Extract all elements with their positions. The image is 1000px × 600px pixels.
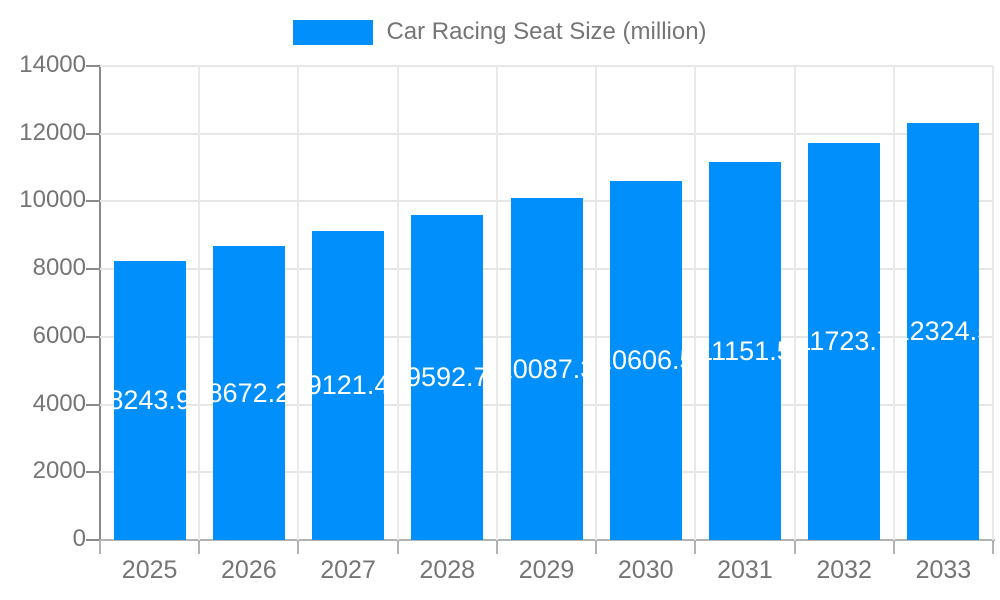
gridline-vertical bbox=[396, 66, 399, 540]
bar-value-label: 8672.2 bbox=[212, 377, 285, 408]
bar-value-label: 12324.5 bbox=[907, 315, 979, 346]
x-axis-tick bbox=[793, 540, 796, 554]
y-axis-tick bbox=[86, 65, 100, 67]
gridline-vertical bbox=[495, 66, 498, 540]
y-axis-label: 10000 bbox=[19, 186, 86, 214]
y-axis-label: 4000 bbox=[32, 389, 86, 417]
x-axis-label: 2029 bbox=[518, 556, 575, 584]
x-axis-label: 2025 bbox=[121, 556, 178, 584]
x-axis-label: 2031 bbox=[717, 556, 773, 584]
y-axis-tick bbox=[86, 200, 100, 203]
bar-2028[interactable]: 9592.7 bbox=[411, 215, 484, 540]
y-axis-tick bbox=[86, 335, 100, 338]
y-axis-tick bbox=[86, 403, 100, 406]
y-axis-tick bbox=[86, 539, 100, 541]
y-axis-label: 14000 bbox=[19, 50, 86, 78]
bar-value-label: 9592.7 bbox=[411, 362, 484, 393]
y-axis-label: 2000 bbox=[32, 457, 86, 485]
gridline-vertical bbox=[297, 66, 300, 540]
y-axis-label: 0 bbox=[72, 524, 86, 552]
gridline-vertical bbox=[595, 66, 598, 540]
x-axis-tick bbox=[992, 540, 994, 554]
bar-2029[interactable]: 10087.3 bbox=[510, 198, 583, 540]
gridline-horizontal bbox=[100, 65, 993, 67]
x-axis-label: 2033 bbox=[915, 556, 972, 584]
x-axis-tick bbox=[892, 540, 895, 554]
x-axis-tick bbox=[99, 540, 101, 554]
y-axis-tick bbox=[86, 132, 100, 135]
bar-value-label: 9121.4 bbox=[312, 370, 385, 401]
x-axis-tick bbox=[396, 540, 399, 554]
y-axis-label: 12000 bbox=[19, 118, 86, 146]
y-axis-line bbox=[99, 66, 101, 542]
plot-area: 8243.9 8672.2 9121.4 9592.7 10087.3 10606.5 11… bbox=[100, 65, 994, 540]
x-axis-tick bbox=[297, 540, 300, 554]
bar-value-label: 11151.5 bbox=[709, 335, 781, 366]
chart-title[interactable]: Car Racing Seat Size (million) bbox=[386, 18, 707, 45]
bar-2033[interactable]: 12324.5 bbox=[907, 122, 980, 540]
x-axis-tick bbox=[595, 540, 598, 554]
bar-2025[interactable]: 8243.9 bbox=[113, 260, 186, 540]
bar-2030[interactable]: 10606.5 bbox=[609, 180, 682, 540]
bar-2032[interactable]: 11723.7 bbox=[808, 143, 881, 540]
legend-swatch[interactable] bbox=[293, 19, 374, 45]
bar-2026[interactable]: 8672.2 bbox=[212, 246, 285, 540]
bar-value-label: 10087.3 bbox=[511, 353, 583, 384]
y-axis-tick bbox=[86, 471, 100, 474]
x-axis-label: 2026 bbox=[221, 556, 277, 584]
chart-legend: Car Racing Seat Size (million) bbox=[0, 18, 1000, 46]
gridline-vertical bbox=[198, 66, 201, 540]
x-axis-label: 2027 bbox=[320, 556, 376, 584]
gridline-vertical bbox=[992, 66, 994, 540]
gridline-vertical bbox=[694, 66, 697, 540]
bar-2031[interactable]: 11151.5 bbox=[708, 162, 781, 540]
gridline-vertical bbox=[892, 66, 895, 540]
y-axis-label: 8000 bbox=[32, 254, 86, 282]
x-axis-line bbox=[99, 539, 995, 541]
bar-2027[interactable]: 9121.4 bbox=[312, 231, 385, 540]
x-axis-tick bbox=[198, 540, 201, 554]
bar-value-label: 8243.9 bbox=[113, 384, 186, 415]
y-axis-label: 6000 bbox=[32, 321, 86, 349]
y-axis-tick bbox=[86, 268, 100, 271]
gridline-vertical bbox=[793, 66, 796, 540]
gridline-horizontal bbox=[100, 132, 993, 135]
x-axis-label: 2030 bbox=[617, 556, 674, 584]
x-axis-label: 2028 bbox=[419, 556, 476, 584]
bar-value-label: 11723.7 bbox=[808, 326, 880, 357]
x-axis-tick bbox=[495, 540, 498, 554]
bar-value-label: 10606.5 bbox=[610, 344, 682, 375]
x-axis-label: 2032 bbox=[816, 556, 872, 584]
x-axis-tick bbox=[694, 540, 697, 554]
